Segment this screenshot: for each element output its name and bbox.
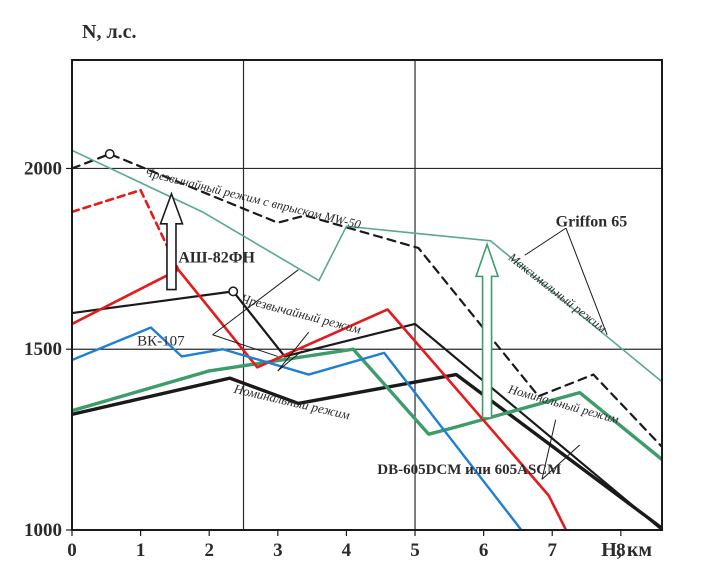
- x-tick-label: 1: [136, 540, 146, 561]
- x-tick-label: 5: [410, 540, 420, 561]
- label-vk: ВК-107: [137, 334, 185, 350]
- marker: [229, 287, 237, 295]
- x-tick-label: 7: [547, 540, 557, 561]
- y-tick-label: 2000: [24, 158, 62, 179]
- x-tick-label: 2: [204, 540, 214, 561]
- label-db605: DB-605DCM или 605ASCM: [377, 462, 561, 478]
- label-ash: АШ-82ФН: [178, 249, 255, 266]
- marker: [106, 150, 114, 158]
- x-tick-label: 6: [479, 540, 489, 561]
- y-tick-label: 1000: [24, 520, 62, 541]
- x-tick-label: 3: [273, 540, 283, 561]
- engine-power-chart: Чрезвычайный режим с впрыском MW-50Чрезв…: [0, 0, 704, 584]
- x-axis-label: H, км: [601, 539, 652, 561]
- x-tick-label: 4: [342, 540, 352, 561]
- x-tick-label: 0: [67, 540, 77, 561]
- y-tick-label: 1500: [24, 339, 62, 360]
- label-griffon: Griffon 65: [556, 213, 628, 230]
- chart-background: [0, 0, 704, 584]
- y-axis-label: N, л.с.: [82, 21, 137, 43]
